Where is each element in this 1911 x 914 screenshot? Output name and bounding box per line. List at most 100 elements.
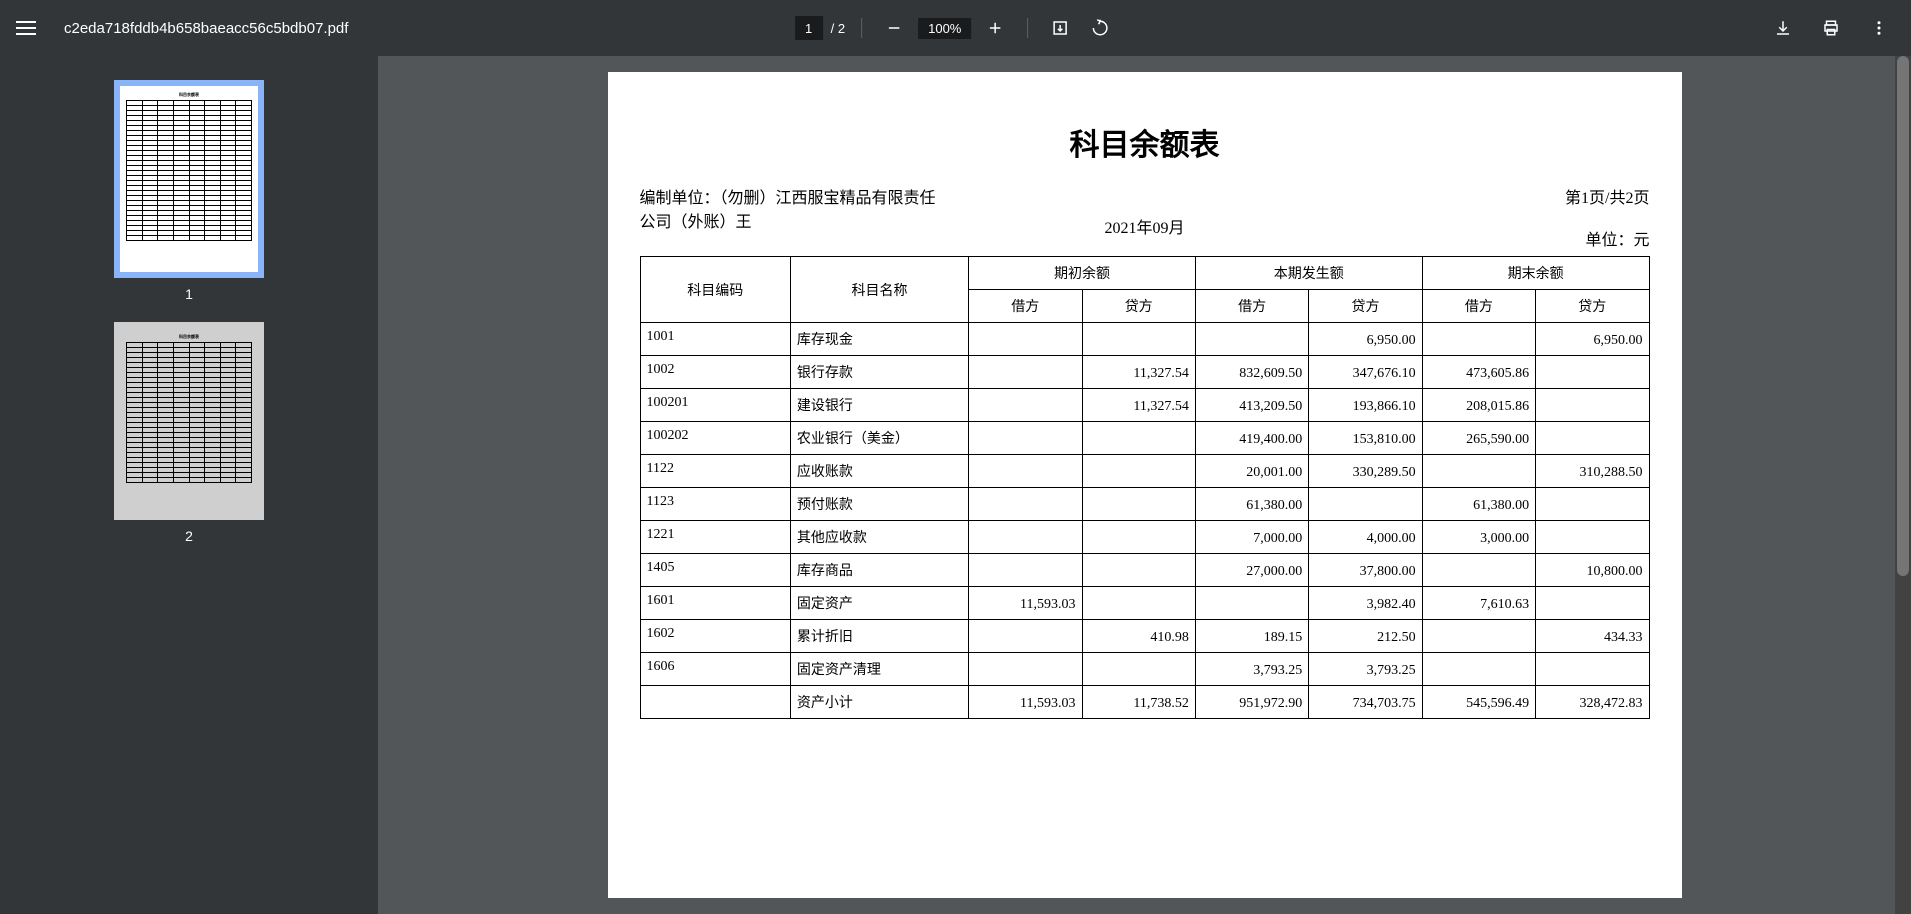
rotate-button[interactable]: [1084, 12, 1116, 44]
col-group2: 本期发生额: [1195, 257, 1422, 290]
viewer[interactable]: 科目余额表 编制单位：（勿删）江西服宝精品有限责任公司（外账）王 2021年09…: [378, 56, 1911, 914]
cell-num: 208,015.86: [1422, 389, 1535, 422]
table-row: 1123预付账款61,380.0061,380.00: [640, 488, 1649, 521]
cell-num: [1422, 620, 1535, 653]
cell-num: [969, 422, 1082, 455]
cell-num: [1422, 455, 1535, 488]
print-button[interactable]: [1815, 12, 1847, 44]
cell-name: 预付账款: [790, 488, 968, 521]
cell-num: [969, 455, 1082, 488]
table-row: 1221其他应收款7,000.004,000.003,000.00: [640, 521, 1649, 554]
cell-num: 7,610.63: [1422, 587, 1535, 620]
cell-num: 310,288.50: [1536, 455, 1649, 488]
col-credit: 贷方: [1309, 290, 1422, 323]
cell-num: 419,400.00: [1195, 422, 1308, 455]
thumbnail-1[interactable]: 科目余额表: [114, 80, 264, 278]
cell-num: 212.50: [1309, 620, 1422, 653]
table-row: 1602累计折旧410.98189.15212.50434.33: [640, 620, 1649, 653]
table-row: 资产小计11,593.0311,738.52951,972.90734,703.…: [640, 686, 1649, 719]
cell-num: 7,000.00: [1195, 521, 1308, 554]
meta-row: 编制单位：（勿删）江西服宝精品有限责任公司（外账）王 2021年09月 第1页/…: [640, 184, 1650, 250]
right-controls: [1767, 12, 1895, 44]
cell-num: [1082, 521, 1195, 554]
cell-num: [969, 389, 1082, 422]
cell-num: [1082, 554, 1195, 587]
thumbnail-label: 2: [185, 528, 193, 544]
unit-label: 单位：元: [1565, 226, 1649, 250]
cell-code: 1002: [640, 356, 790, 389]
cell-name: 库存现金: [790, 323, 968, 356]
cell-num: [1422, 554, 1535, 587]
cell-code: [640, 686, 790, 719]
cell-num: 347,676.10: [1309, 356, 1422, 389]
cell-num: 11,593.03: [969, 587, 1082, 620]
center-controls: / 2 100%: [795, 12, 1117, 44]
menu-icon[interactable]: [16, 16, 40, 40]
org-info: 编制单位：（勿删）江西服宝精品有限责任公司（外账）王: [640, 184, 940, 250]
cell-code: 1123: [640, 488, 790, 521]
zoom-level[interactable]: 100%: [918, 18, 971, 39]
thumbnail-2[interactable]: 科目余额表: [114, 322, 264, 520]
zoom-out-button[interactable]: [878, 12, 910, 44]
cell-num: 27,000.00: [1195, 554, 1308, 587]
cell-num: 330,289.50: [1309, 455, 1422, 488]
cell-num: [1422, 653, 1535, 686]
cell-name: 建设银行: [790, 389, 968, 422]
thumbnail-item[interactable]: 科目余额表 2: [114, 322, 264, 544]
thumbnail-item[interactable]: 科目余额表 1: [114, 80, 264, 302]
cell-num: 6,950.00: [1309, 323, 1422, 356]
cell-num: 951,972.90: [1195, 686, 1308, 719]
cell-num: [1082, 488, 1195, 521]
main: 科目余额表 1 科目余额表 2 科目余额表 编制单位：（勿删）江西服宝精品有限责…: [0, 56, 1911, 914]
fit-page-button[interactable]: [1044, 12, 1076, 44]
cell-num: 61,380.00: [1195, 488, 1308, 521]
cell-num: 434.33: [1536, 620, 1649, 653]
scrollbar[interactable]: [1895, 56, 1911, 914]
cell-num: [1082, 653, 1195, 686]
cell-num: 153,810.00: [1309, 422, 1422, 455]
cell-num: 3,000.00: [1422, 521, 1535, 554]
page-total: / 2: [831, 21, 845, 36]
cell-num: [1536, 356, 1649, 389]
cell-num: [1536, 488, 1649, 521]
cell-name: 应收账款: [790, 455, 968, 488]
separator: [1027, 18, 1028, 38]
cell-name: 农业银行（美金）: [790, 422, 968, 455]
cell-name: 资产小计: [790, 686, 968, 719]
cell-num: 734,703.75: [1309, 686, 1422, 719]
cell-code: 100202: [640, 422, 790, 455]
cell-num: [1195, 323, 1308, 356]
cell-num: [1082, 422, 1195, 455]
cell-num: 37,800.00: [1309, 554, 1422, 587]
table-row: 100201建设银行11,327.54413,209.50193,866.102…: [640, 389, 1649, 422]
cell-code: 1405: [640, 554, 790, 587]
cell-code: 1122: [640, 455, 790, 488]
cell-code: 1001: [640, 323, 790, 356]
scrollbar-thumb[interactable]: [1897, 56, 1909, 576]
table-row: 1001库存现金 6,950.00 6,950.00: [640, 323, 1649, 356]
meta-right: 第1页/共2页 单位：元: [1565, 184, 1649, 250]
cell-num: [1309, 488, 1422, 521]
cell-num: 189.15: [1195, 620, 1308, 653]
table-row: 1405库存商品27,000.0037,800.0010,800.00: [640, 554, 1649, 587]
table-row: 1002银行存款11,327.54832,609.50347,676.10473…: [640, 356, 1649, 389]
cell-num: 11,327.54: [1082, 389, 1195, 422]
more-button[interactable]: [1863, 12, 1895, 44]
col-group3: 期末余额: [1422, 257, 1649, 290]
page-info: 第1页/共2页: [1565, 184, 1649, 208]
table-row: 100202农业银行（美金）419,400.00153,810.00265,59…: [640, 422, 1649, 455]
zoom-in-button[interactable]: [979, 12, 1011, 44]
cell-code: 100201: [640, 389, 790, 422]
cell-num: 413,209.50: [1195, 389, 1308, 422]
cell-num: [1536, 587, 1649, 620]
download-button[interactable]: [1767, 12, 1799, 44]
col-code: 科目编码: [640, 257, 790, 323]
cell-num: [969, 653, 1082, 686]
separator: [861, 18, 862, 38]
cell-num: 328,472.83: [1536, 686, 1649, 719]
cell-num: [1422, 323, 1535, 356]
cell-name: 固定资产: [790, 587, 968, 620]
page-input[interactable]: [795, 16, 823, 40]
cell-num: 20,001.00: [1195, 455, 1308, 488]
cell-num: 6,950.00: [1536, 323, 1649, 356]
